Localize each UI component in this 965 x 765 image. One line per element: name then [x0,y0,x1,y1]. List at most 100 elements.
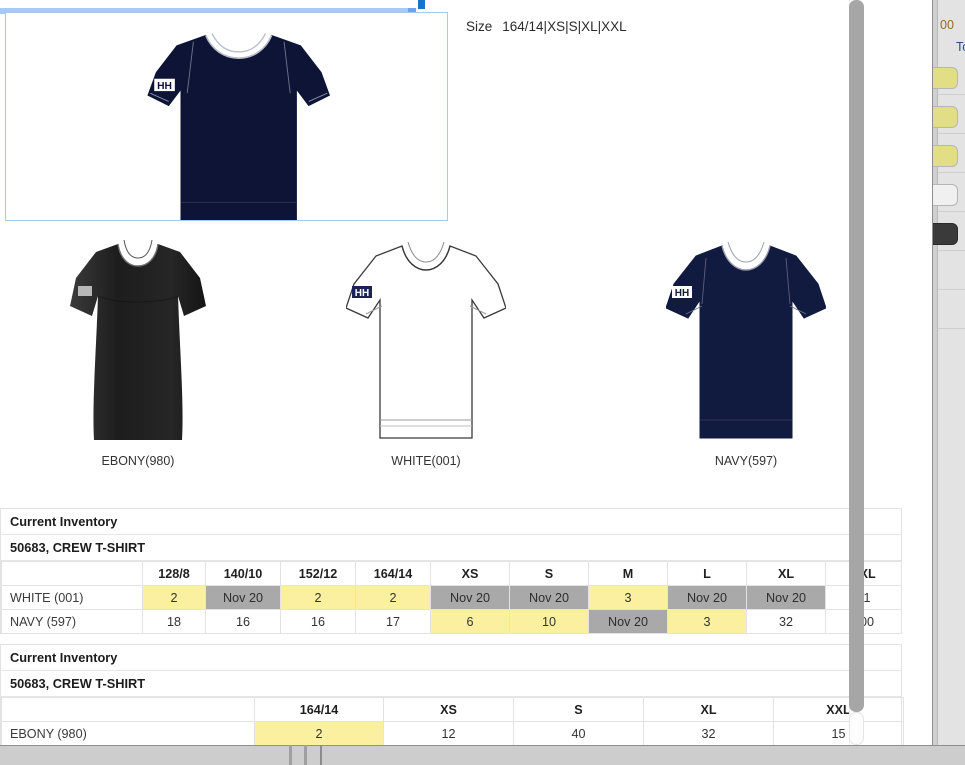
cell: 16 [280,609,356,634]
horizontal-scrollbar-divider [289,745,292,765]
col-header-164-14: 164/14 [254,697,384,722]
horizontal-scrollbar-divider [304,745,307,765]
side-panel-row[interactable] [933,179,965,212]
cell: Nov 20 [588,609,668,634]
cell: 3 [588,585,668,610]
col-header-blank [1,697,255,722]
col-header-164-14: 164/14 [355,561,431,586]
row-label-ebony: EBONY (980) [1,721,255,745]
svg-text:HH: HH [355,288,369,299]
thumbnail-navy-label: NAVY(597) [714,454,778,468]
col-header-128-8: 128/8 [142,561,206,586]
thumbnail-ebony-label: EBONY(980) [101,454,175,468]
size-value: 164/14|XS|S|XL|XXL [502,19,627,34]
vertical-scrollbar-thumb[interactable] [849,0,864,712]
inventory-block-secondary: Current Inventory 50683, CREW T-SHIRT 16… [0,644,904,745]
cell: Nov 20 [667,585,747,610]
col-header-l: L [667,561,747,586]
inventory-header-row: 128/8 140/10 152/12 164/14 XS S M L XL X… [1,561,902,586]
side-panel-chip[interactable] [933,145,958,167]
cell: Nov 20 [430,585,510,610]
cell: 12 [383,721,514,745]
side-panel-chip[interactable] [933,223,958,245]
col-header-s: S [509,561,589,586]
col-header-s: S [513,697,644,722]
product-detail-pane: HH Size 164/14|XS|S|XL|XXL [0,0,912,745]
side-panel-number-fragment: 00 [940,18,954,32]
inventory-style-line: 50683, CREW T-SHIRT [1,671,901,697]
size-label: Size [466,19,493,34]
table-row: NAVY (597) 18 16 16 17 6 10 Nov 20 3 32 … [1,609,902,634]
col-header-xl: XL [746,561,826,586]
col-header-140-10: 140/10 [205,561,281,586]
cell: 3 [667,609,747,634]
navy-tshirt-image: HH [666,241,826,438]
side-panel-chip[interactable] [933,184,958,206]
cell: 18 [142,609,206,634]
right-side-panel: 00 To [932,0,965,745]
cell: 2 [355,585,431,610]
top-accent-bar [0,8,408,14]
cell: 2 [254,721,384,745]
thumbnail-navy[interactable]: HH NAVY(597) [626,230,866,480]
side-panel-chip[interactable] [933,67,958,89]
cell: 2 [280,585,356,610]
row-label-white: WHITE (001) [1,585,143,610]
right-side-panel-inner: 00 To [933,0,965,745]
side-panel-row[interactable] [933,140,965,173]
side-panel-chip[interactable] [933,106,958,128]
cell: 2 [142,585,206,610]
navy-tshirt-hero-image: HH [147,33,330,220]
inventory-title: Current Inventory [1,645,901,671]
col-header-xxl: XXL [773,697,904,722]
inventory-style-line: 50683, CREW T-SHIRT [1,535,901,561]
cell: Nov 20 [746,585,826,610]
horizontal-scrollbar[interactable] [0,745,965,765]
side-panel-column-header-fragment: To [956,40,965,54]
thumbnail-white[interactable]: HH WHITE(001) [306,230,546,480]
inventory-table-secondary: 164/14 XS S XL XXL EBONY (980) 2 12 40 3… [1,697,904,745]
top-accent-marker [418,0,425,9]
ebony-tshirt-image [70,239,206,440]
white-tshirt-image: HH [346,241,506,439]
svg-text:HH: HH [157,81,172,92]
inventory-block-primary: Current Inventory 50683, CREW T-SHIRT 12… [0,508,902,634]
inventory-title: Current Inventory [1,509,901,535]
row-label-navy: NAVY (597) [1,609,143,634]
col-header-152-12: 152/12 [280,561,356,586]
side-panel-row[interactable] [938,257,965,290]
vertical-scrollbar-track-end[interactable] [849,712,864,745]
cell: Nov 20 [509,585,589,610]
side-panel-row[interactable] [933,218,965,251]
cell: 17 [355,609,431,634]
cell: 32 [746,609,826,634]
cell: 32 [643,721,774,745]
svg-text:HH: HH [675,288,689,299]
hero-image-frame[interactable]: HH [5,12,448,221]
col-header-xs: XS [383,697,514,722]
thumbnail-white-image-wrap: HH [306,230,546,452]
col-header-m: M [588,561,668,586]
col-header-xl: XL [643,697,774,722]
top-accent-bar-fade [408,8,416,14]
thumbnail-navy-image-wrap: HH [626,230,866,452]
side-panel-row[interactable] [938,296,965,329]
col-header-xs: XS [430,561,510,586]
thumbnail-ebony-image-wrap [18,230,258,452]
cell: 6 [430,609,510,634]
thumbnail-white-label: WHITE(001) [391,454,461,468]
cell: Nov 20 [205,585,281,610]
cell: 15 [773,721,904,745]
col-header-blank [1,561,143,586]
table-row: EBONY (980) 2 12 40 32 15 [1,721,904,745]
side-panel-row[interactable] [933,101,965,134]
inventory-table-primary: 128/8 140/10 152/12 164/14 XS S M L XL X… [1,561,902,634]
table-row: WHITE (001) 2 Nov 20 2 2 Nov 20 Nov 20 3… [1,585,902,610]
thumbnail-ebony[interactable]: EBONY(980) [18,230,258,480]
side-panel-row[interactable] [933,62,965,95]
inventory-header-row: 164/14 XS S XL XXL [1,697,904,722]
cell: 16 [205,609,281,634]
cell: 10 [509,609,589,634]
color-thumbnail-row: EBONY(980) HH [0,230,912,480]
